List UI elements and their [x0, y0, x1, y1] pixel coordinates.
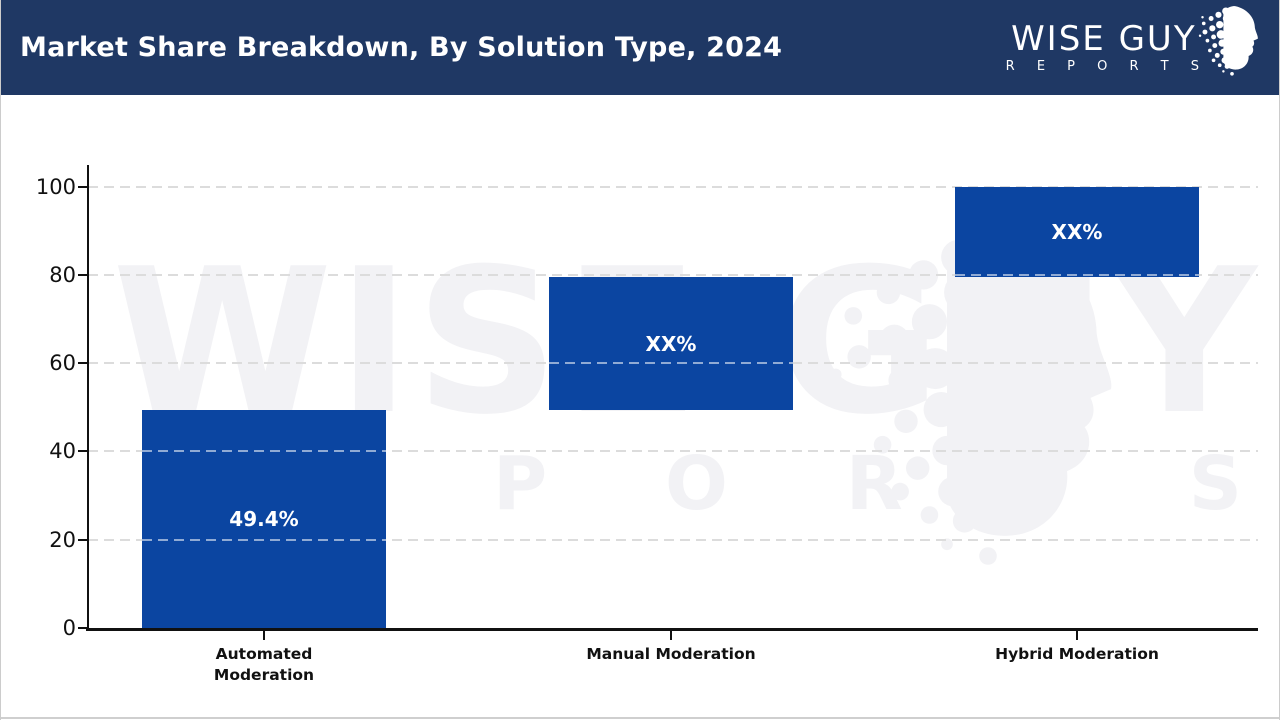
category-label-automated-moderation: Automated Moderation: [213, 645, 315, 684]
gridline-20: [88, 538, 1258, 541]
bar-label-hybrid-moderation: XX%: [1051, 219, 1103, 244]
y-tick-label-40: 40: [49, 439, 76, 464]
gridline-40: [88, 450, 1258, 453]
logo-subtitle: R E P O R T S: [1005, 59, 1208, 74]
x-axis-line: [86, 628, 1258, 631]
y-tick-label-100: 100: [35, 174, 76, 199]
y-tick-80: [78, 273, 87, 276]
logo-wordmark: WISE GUY: [1011, 19, 1197, 59]
bar-label-manual-moderation: XX%: [645, 331, 697, 356]
header-bar: Market Share Breakdown, By Solution Type…: [0, 0, 1280, 95]
y-tick-label-80: 80: [49, 262, 76, 287]
logo-dotted-face-icon: [1198, 6, 1258, 76]
chart-area: WISE GUY R E P O R T S 02040608010049.4%…: [0, 95, 1280, 720]
x-tick-manual-moderation: [670, 631, 672, 640]
watermark-dotted-face: [829, 233, 1112, 565]
x-tick-automated-moderation: [263, 631, 265, 640]
bar-gridline-20: [142, 538, 386, 541]
bar-gridline-80: [955, 273, 1199, 276]
category-label-manual-moderation: Manual Moderation: [586, 645, 756, 663]
y-tick-0: [78, 627, 87, 629]
y-tick-40: [78, 450, 87, 453]
logo-text: WISE GUY R E P O R T S: [1000, 21, 1208, 75]
y-tick-60: [78, 362, 87, 365]
gridline-100: [88, 185, 1258, 188]
y-tick-label-0: 0: [62, 616, 76, 640]
category-label-hybrid-moderation: Hybrid Moderation: [995, 645, 1159, 663]
gridline-80: [88, 273, 1258, 276]
bar-manual-moderation: XX%: [549, 277, 793, 410]
page-title: Market Share Breakdown, By Solution Type…: [20, 32, 783, 63]
y-tick-100: [78, 185, 87, 188]
bar-automated-moderation: 49.4%: [142, 409, 386, 628]
bar-hybrid-moderation: XX%: [955, 186, 1199, 278]
y-tick-label-60: 60: [49, 351, 76, 376]
bar-gridline-60: [549, 362, 793, 365]
y-tick-label-20: 20: [49, 527, 76, 552]
bar-gridline-40: [142, 450, 386, 453]
x-tick-hybrid-moderation: [1076, 631, 1078, 640]
y-tick-20: [78, 538, 87, 541]
bottom-hairline: [0, 717, 1280, 719]
wise-guy-reports-logo: WISE GUY R E P O R T S: [1000, 4, 1270, 92]
bar-label-automated-moderation: 49.4%: [229, 506, 299, 531]
y-axis-line: [87, 165, 89, 630]
